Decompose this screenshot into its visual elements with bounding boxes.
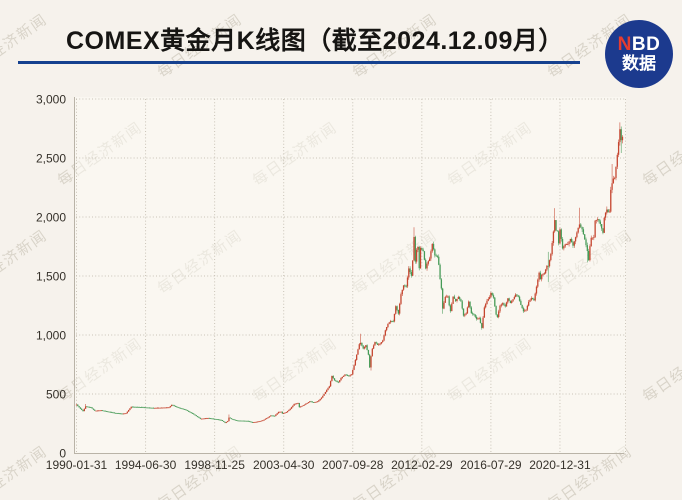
logo-accent-letter: N (617, 33, 632, 55)
y-axis-label: 0 (59, 447, 66, 461)
y-axis-label: 2,000 (36, 211, 66, 225)
page-title: COMEX黄金月K线图（截至2024.12.09月） (66, 27, 564, 55)
x-axis-label: 1990-01-31 (46, 458, 108, 472)
logo-text-line2: 数据 (622, 54, 656, 74)
x-axis-label: 2020-12-31 (529, 458, 591, 472)
x-axis-label: 1998-11-25 (184, 458, 245, 472)
y-axis-labels: 3,000 2,500 2,000 1,500 1,000 500 0 (36, 93, 66, 461)
x-axis-label: 2016-07-29 (460, 458, 522, 472)
y-axis-label: 1,500 (36, 270, 66, 284)
candles-down (77, 126, 622, 424)
nbd-logo: NBD 数据 (605, 20, 673, 88)
title-divider (18, 61, 580, 64)
logo-rest-letters: BD (631, 33, 661, 55)
grid-lines (76, 98, 626, 453)
candles-up (75, 122, 624, 424)
y-axis-label: 1,000 (36, 329, 66, 343)
y-axis-label: 2,500 (36, 152, 66, 166)
x-axis-label: 2003-04-30 (253, 458, 315, 472)
x-axis-label: 2007-09-28 (322, 458, 384, 472)
y-axis-label: 500 (46, 388, 66, 402)
logo-text-line1: NBD (617, 33, 661, 56)
x-axis-labels: 1990-01-31 1994-06-30 1998-11-25 2003-04-30… (46, 458, 591, 472)
x-axis-label: 1994-06-30 (115, 458, 177, 472)
x-axis-label: 2012-02-29 (391, 458, 453, 472)
y-axis-label: 3,000 (36, 93, 66, 107)
